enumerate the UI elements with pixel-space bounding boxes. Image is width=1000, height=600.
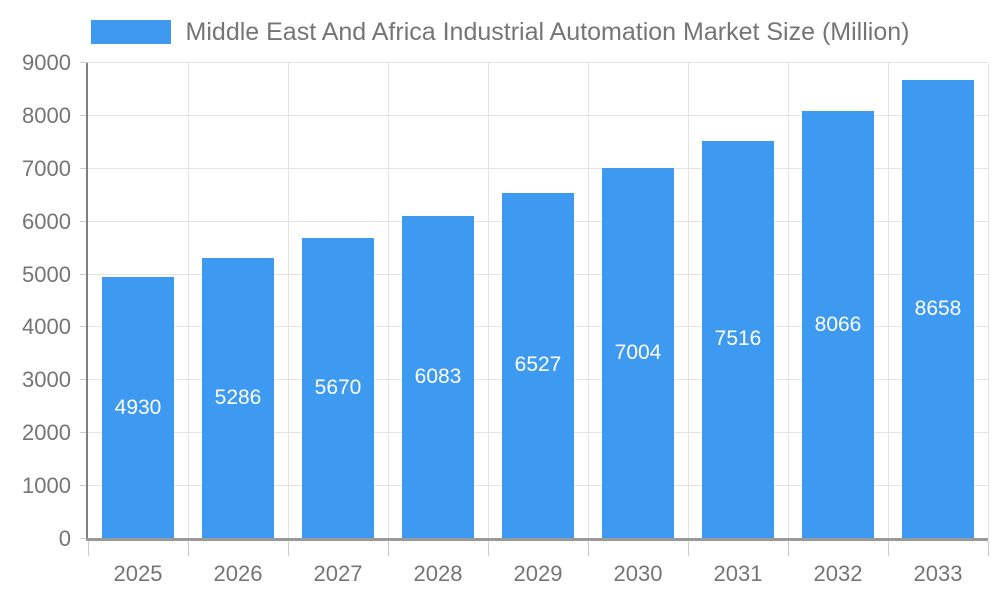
y-axis-label: 5000 xyxy=(22,261,71,287)
x-axis-label: 2032 xyxy=(813,561,863,586)
y-axis-label: 3000 xyxy=(22,367,71,393)
x-axis-tick xyxy=(188,541,189,556)
y-gridline xyxy=(88,114,988,116)
bar[interactable]: 6083 xyxy=(402,216,474,538)
y-axis-tick xyxy=(80,220,88,222)
y-axis-label: 1000 xyxy=(22,473,71,499)
x-axis-label: 2031 xyxy=(713,561,763,586)
bar-value-label: 5670 xyxy=(314,376,362,400)
x-gridline xyxy=(988,63,989,539)
chart-title: Middle East And Africa Industrial Automa… xyxy=(185,17,910,46)
x-gridline xyxy=(688,63,689,539)
y-axis-line xyxy=(86,63,88,539)
bar-value-label: 7516 xyxy=(714,327,762,351)
y-axis-tick xyxy=(80,62,88,63)
y-axis-label: 9000 xyxy=(22,50,71,75)
y-axis-tick xyxy=(80,326,88,328)
bar[interactable]: 4930 xyxy=(102,277,174,538)
y-axis-label: 7000 xyxy=(22,155,71,181)
x-gridline xyxy=(588,63,589,539)
x-axis-label: 2025 xyxy=(113,561,163,586)
y-axis-tick xyxy=(80,432,88,434)
bar-value-label: 5286 xyxy=(214,386,262,410)
x-gridline xyxy=(388,63,389,539)
bar[interactable]: 7004 xyxy=(602,167,674,538)
y-axis-tick xyxy=(80,485,88,487)
x-axis-label: 2026 xyxy=(213,561,263,586)
bar-value-label: 8658 xyxy=(914,297,962,321)
x-axis-tick xyxy=(788,541,789,556)
legend-swatch xyxy=(90,20,171,44)
y-axis-label: 8000 xyxy=(22,102,71,128)
bar-value-label: 6083 xyxy=(414,365,462,389)
y-axis-tick xyxy=(80,538,88,539)
x-axis-tick xyxy=(988,541,989,556)
x-axis-tick xyxy=(688,541,689,556)
x-gridline xyxy=(288,63,289,539)
bar[interactable]: 7516 xyxy=(702,140,774,538)
x-axis-label: 2028 xyxy=(413,561,463,586)
y-axis-tick xyxy=(80,273,88,275)
x-gridline xyxy=(788,63,789,539)
x-axis-tick xyxy=(288,541,289,556)
x-gridline xyxy=(888,63,889,539)
y-gridline xyxy=(88,167,988,169)
x-axis-label: 2033 xyxy=(913,561,963,586)
bar[interactable]: 8066 xyxy=(802,111,874,538)
x-axis-label: 2027 xyxy=(313,561,363,586)
chart-legend: Middle East And Africa Industrial Automa… xyxy=(0,17,1000,47)
y-axis-tick xyxy=(80,167,88,169)
y-axis-label: 0 xyxy=(58,526,71,551)
x-axis-tick xyxy=(88,541,89,556)
plot-area: 4930 5286 5670 6083 6527 7004 7516 8066 8658 0 10… xyxy=(22,50,989,586)
x-gridline xyxy=(488,63,489,539)
x-axis-tick xyxy=(888,541,889,556)
y-gridline xyxy=(88,62,988,63)
x-axis-line xyxy=(86,538,988,541)
x-axis-label: 2030 xyxy=(613,561,663,586)
bar-value-label: 8066 xyxy=(814,312,862,336)
y-axis-label: 4000 xyxy=(22,314,71,340)
y-axis-tick xyxy=(80,114,88,116)
x-axis-tick xyxy=(388,541,389,556)
y-axis-tick xyxy=(80,379,88,381)
bar[interactable]: 8658 xyxy=(902,80,974,538)
bar[interactable]: 6527 xyxy=(502,192,574,538)
x-gridline xyxy=(188,63,189,539)
y-axis-label: 6000 xyxy=(22,208,71,234)
y-axis-label: 2000 xyxy=(22,420,71,446)
bar-value-label: 7004 xyxy=(614,340,662,364)
x-axis-tick xyxy=(588,541,589,556)
x-axis-label: 2029 xyxy=(513,561,563,586)
bar[interactable]: 5670 xyxy=(302,238,374,538)
bar-value-label: 6527 xyxy=(514,353,562,377)
bar[interactable]: 5286 xyxy=(202,258,274,538)
bar-value-label: 4930 xyxy=(114,395,162,419)
x-axis-tick xyxy=(488,541,489,556)
